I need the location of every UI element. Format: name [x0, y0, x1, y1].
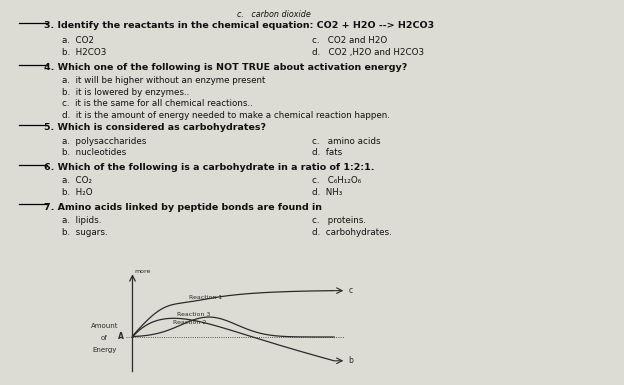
- Text: 6. Which of the following is a carbohydrate in a ratio of 1:2:1.: 6. Which of the following is a carbohydr…: [44, 163, 374, 172]
- Text: c.   carbon dioxide: c. carbon dioxide: [237, 10, 311, 18]
- Text: c.  it is the same for all chemical reactions..: c. it is the same for all chemical react…: [62, 99, 253, 108]
- Text: b.  sugars.: b. sugars.: [62, 228, 108, 236]
- Text: a.  CO2: a. CO2: [62, 36, 94, 45]
- Text: d.   CO2 ,H2O and H2CO3: d. CO2 ,H2O and H2CO3: [312, 48, 424, 57]
- Text: a.  CO₂: a. CO₂: [62, 176, 92, 185]
- Text: 4. Which one of the following is NOT TRUE about activation energy?: 4. Which one of the following is NOT TRU…: [44, 63, 407, 72]
- Text: of: of: [101, 335, 107, 341]
- Text: b.  it is lowered by enzymes..: b. it is lowered by enzymes..: [62, 88, 190, 97]
- Text: d.  carbohydrates.: d. carbohydrates.: [312, 228, 392, 236]
- Text: A: A: [119, 333, 124, 341]
- Text: a.  it will be higher without an enzyme present: a. it will be higher without an enzyme p…: [62, 76, 266, 85]
- Text: b.  nucleotides: b. nucleotides: [62, 148, 127, 157]
- Text: Reaction 2: Reaction 2: [173, 320, 206, 325]
- Text: b.  H2CO3: b. H2CO3: [62, 48, 107, 57]
- Text: a.  polysaccharides: a. polysaccharides: [62, 137, 147, 146]
- Text: Amount: Amount: [90, 323, 118, 329]
- Text: 3. Identify the reactants in the chemical equation: CO2 + H2O --> H2CO3: 3. Identify the reactants in the chemica…: [44, 21, 434, 30]
- Text: c: c: [348, 286, 353, 295]
- Text: c.   amino acids: c. amino acids: [312, 137, 381, 146]
- Text: b: b: [348, 356, 353, 365]
- Text: c.   C₆H₁₂O₆: c. C₆H₁₂O₆: [312, 176, 361, 185]
- Text: more: more: [135, 269, 151, 274]
- Text: c.   CO2 and H2O: c. CO2 and H2O: [312, 36, 388, 45]
- Text: 5. Which is considered as carbohydrates?: 5. Which is considered as carbohydrates?: [44, 123, 266, 132]
- Text: Energy: Energy: [92, 347, 117, 353]
- Text: c.   proteins.: c. proteins.: [312, 216, 366, 225]
- Text: d.  fats: d. fats: [312, 148, 342, 157]
- Text: 7. Amino acids linked by peptide bonds are found in: 7. Amino acids linked by peptide bonds a…: [44, 203, 322, 211]
- Text: a.  lipids.: a. lipids.: [62, 216, 102, 225]
- Text: Reaction 1: Reaction 1: [189, 295, 222, 300]
- Text: Reaction 3: Reaction 3: [177, 312, 210, 317]
- Text: b.  H₂O: b. H₂O: [62, 188, 93, 197]
- Text: d.  NH₃: d. NH₃: [312, 188, 343, 197]
- Text: d.  it is the amount of energy needed to make a chemical reaction happen.: d. it is the amount of energy needed to …: [62, 111, 390, 120]
